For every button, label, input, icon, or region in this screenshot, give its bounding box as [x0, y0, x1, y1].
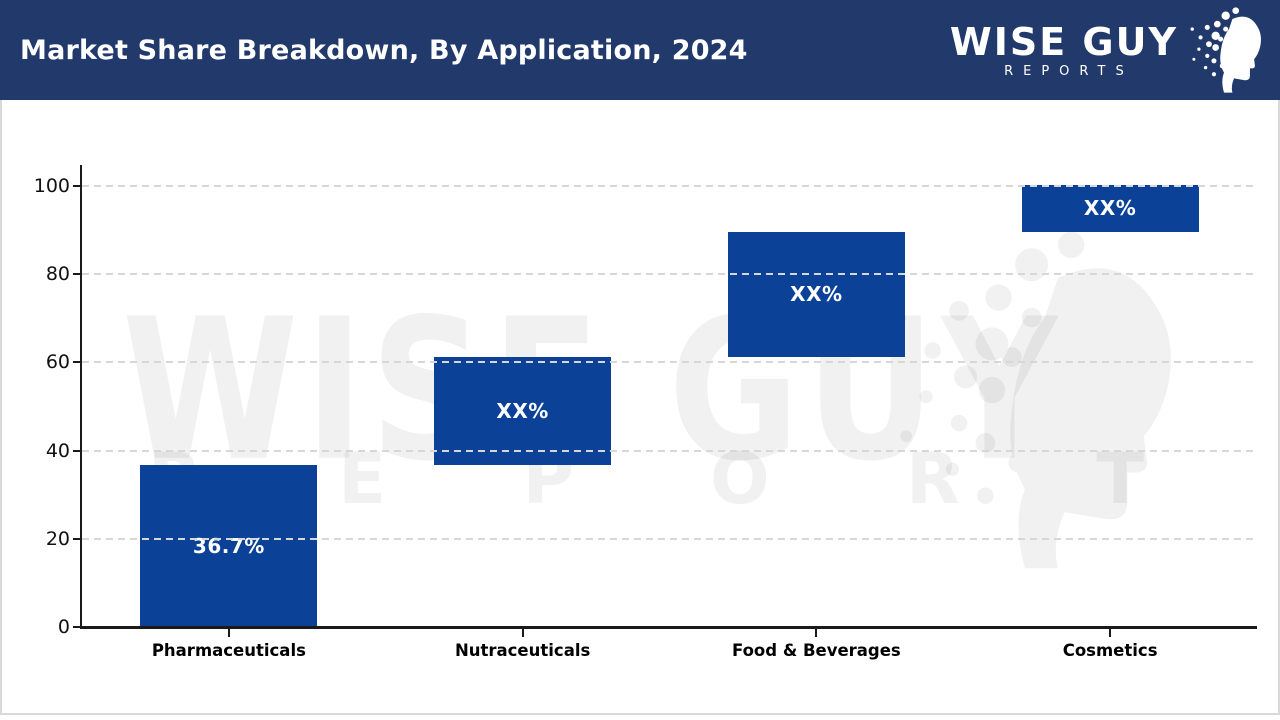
brand-subtitle: REPORTS [1004, 63, 1134, 79]
y-gridline [82, 449, 1257, 452]
bar-value-label: XX% [790, 282, 843, 307]
bar-food-beverages: XX% [727, 231, 905, 358]
x-axis-tick [815, 629, 818, 637]
canvas-border-right [1278, 100, 1280, 714]
y-axis-tick [73, 449, 82, 452]
y-axis-tick-label: 80 [45, 263, 70, 286]
y-axis-tick-label: 100 [33, 175, 70, 197]
canvas-border-left [0, 100, 2, 714]
y-gridline [82, 273, 1257, 276]
x-axis-category-label: Nutraceuticals [454, 641, 591, 660]
watermark-face-icon [893, 231, 1171, 569]
y-axis-tick-label: 40 [45, 439, 70, 462]
y-axis-tick [73, 185, 82, 187]
x-axis-category-label: Pharmaceuticals [151, 641, 306, 660]
x-axis-category-label: Food & Beverages [731, 641, 901, 660]
x-axis-tick [1109, 629, 1112, 637]
header-bar: Market Share Breakdown, By Application, … [0, 0, 1280, 100]
y-axis-tick [73, 361, 82, 364]
bar-cosmetics: XX% [1021, 185, 1199, 232]
brand-logo: WISE GUY REPORTS [950, 4, 1266, 96]
x-axis-tick [227, 629, 230, 637]
y-axis-tick-label: 0 [57, 616, 70, 638]
bar-pharmaceuticals: 36.7% [140, 465, 318, 627]
bar-nutraceuticals: XX% [434, 357, 612, 466]
canvas-border-bottom [0, 713, 1280, 715]
brand-name: WISE GUY [949, 19, 1178, 64]
y-axis-tick [73, 626, 82, 628]
y-axis-tick-label: 60 [45, 351, 70, 374]
y-axis-tick-label: 20 [45, 527, 70, 550]
y-gridline [82, 537, 1257, 540]
y-gridline [82, 185, 1257, 187]
watermark-sub-text: R E P O R T S [148, 438, 1280, 520]
x-axis-tick [521, 629, 524, 637]
x-axis-spine [80, 626, 1257, 629]
bar-value-label: XX% [1083, 196, 1137, 221]
brand-logo-text: WISE GUY REPORTS [950, 22, 1178, 79]
page-title: Market Share Breakdown, By Application, … [20, 34, 748, 66]
y-axis-spine [80, 165, 82, 629]
y-axis-tick [73, 537, 82, 540]
face-profile-logo-icon [1190, 7, 1261, 93]
y-gridline [82, 361, 1257, 364]
x-axis-category-label: Cosmetics [1062, 641, 1158, 660]
bar-value-label: XX% [496, 399, 549, 424]
y-axis-tick [73, 273, 82, 276]
